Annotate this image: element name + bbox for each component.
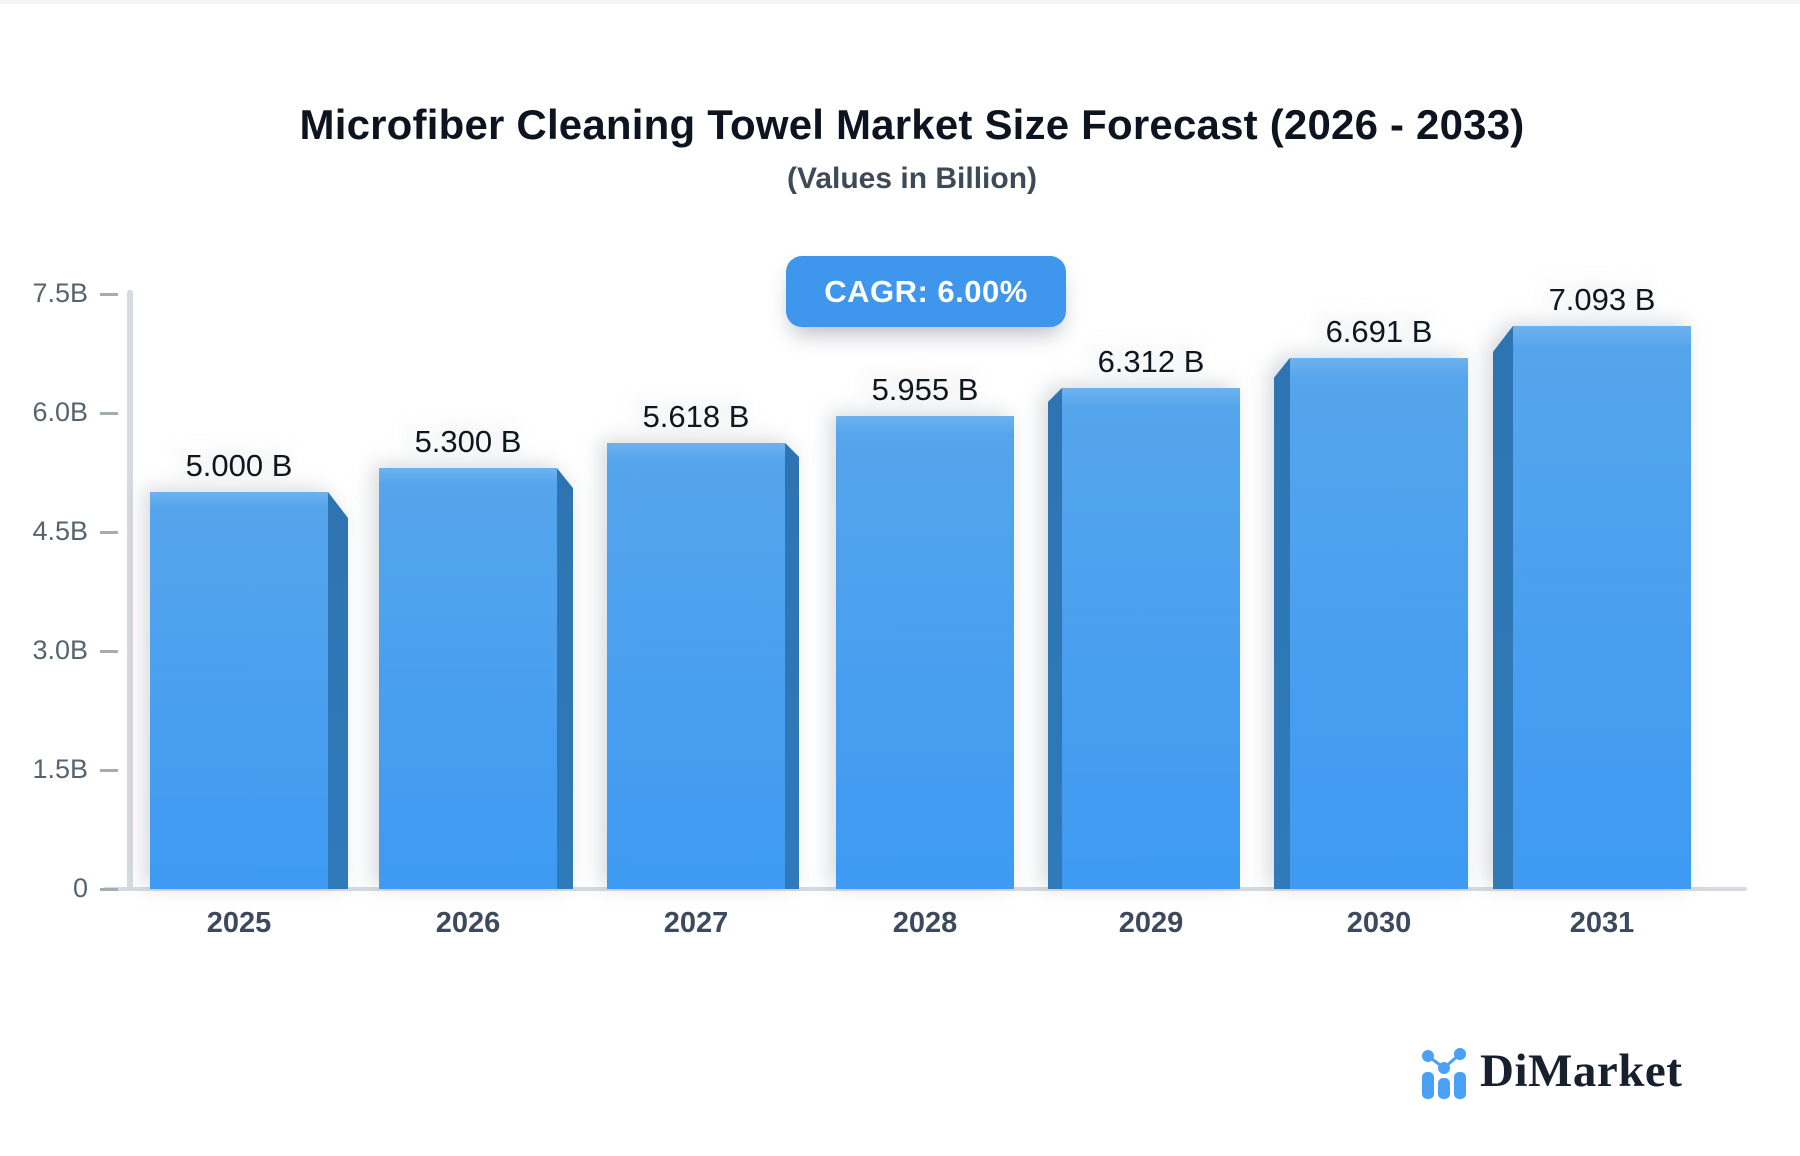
y-tick-mark: [100, 530, 118, 534]
y-tick-mark: [100, 649, 118, 653]
x-axis-label-2030: 2030: [1346, 907, 1412, 939]
bar-side-face: [557, 468, 573, 889]
bar-value-label: 5.618 B: [642, 398, 750, 434]
y-tick-label: 0: [72, 873, 88, 903]
bar-value-label: 5.955 B: [871, 372, 979, 408]
x-axis-label-2031: 2031: [1569, 907, 1635, 939]
bar-front-face: [1062, 387, 1240, 889]
bar-side-face: [1493, 325, 1513, 889]
bar-front-face: [1513, 325, 1691, 889]
x-axis-label-2028: 2028: [892, 907, 958, 939]
cagr-badge: CAGR: 6.00%: [786, 256, 1066, 327]
bar-value-label: 6.312 B: [1097, 343, 1205, 379]
bar-front-face: [1290, 357, 1468, 889]
x-axis-label-2025: 2025: [206, 907, 272, 939]
y-axis-line: [127, 290, 133, 891]
y-tick-label: 1.5B: [32, 753, 88, 784]
brand-logo: DiMarket: [1420, 1042, 1682, 1100]
bar-value-label: 5.300 B: [414, 424, 522, 460]
bar-side-face: [328, 492, 348, 889]
chart-subtitle: (Values in Billion): [786, 162, 1038, 195]
bar-value-label: 7.093 B: [1548, 281, 1656, 317]
y-tick-mark: [100, 888, 118, 891]
x-axis-line: [103, 887, 1747, 891]
bar-front-face: [836, 416, 1014, 889]
y-tick-mark: [100, 411, 118, 415]
chart-title: Microfiber Cleaning Towel Market Size Fo…: [299, 101, 1525, 148]
bar-chart-sparkline-icon: [1422, 1048, 1466, 1099]
x-axis-label-2027: 2027: [663, 907, 729, 939]
bar-value-label: 5.000 B: [185, 448, 293, 483]
x-axis-label-2026: 2026: [435, 907, 501, 939]
y-tick-label: 4.5B: [32, 515, 88, 546]
x-axis-label-2029: 2029: [1118, 907, 1184, 939]
bar-side-face: [1274, 357, 1290, 889]
bar-side-face: [1048, 387, 1062, 889]
y-tick-mark: [100, 768, 118, 772]
y-tick-label: 3.0B: [32, 634, 88, 665]
y-tick-label: 6.0B: [32, 396, 88, 427]
bar-front-face: [379, 468, 557, 889]
y-tick-mark: [100, 292, 118, 296]
bar-value-label: 6.691 B: [1325, 313, 1433, 349]
bar-front-face: [150, 492, 328, 889]
cagr-badge-label: CAGR: 6.00%: [824, 273, 1028, 309]
brand-logo-text: DiMarket: [1480, 1045, 1683, 1097]
y-tick-label: 7.5B: [32, 277, 88, 308]
bar-side-face: [785, 442, 799, 889]
bar-front-face: [607, 442, 785, 889]
